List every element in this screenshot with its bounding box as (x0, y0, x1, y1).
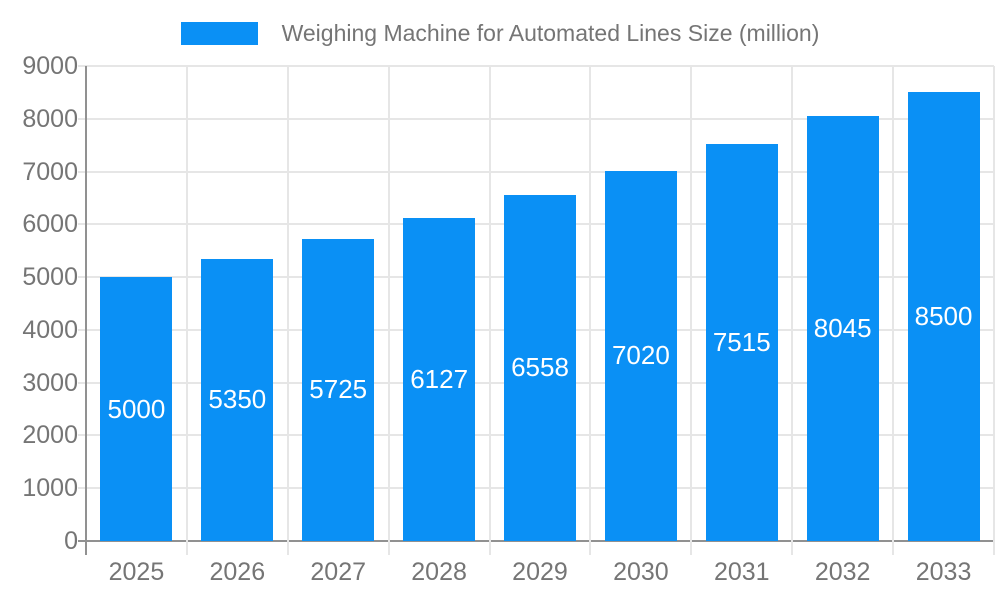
y-axis-tick-label: 5000 (22, 263, 78, 292)
v-gridline (488, 66, 491, 555)
bar: 8500 (907, 92, 980, 541)
v-gridline (286, 66, 289, 555)
v-gridline (892, 66, 895, 555)
x-axis-tick-label: 2033 (915, 558, 972, 586)
x-axis-tick-label: 2032 (814, 558, 871, 586)
v-gridline (185, 66, 188, 555)
x-axis-tick-label: 2031 (713, 558, 770, 586)
x-axis-tick-label: 2029 (512, 558, 568, 586)
v-gridline (690, 66, 693, 555)
v-gridline (589, 66, 592, 555)
bar-value-label: 5000 (107, 393, 166, 424)
y-axis-tick-label: 2000 (22, 421, 78, 450)
y-axis-tick-label: 0 (64, 527, 78, 555)
bar: 7020 (604, 170, 677, 541)
bar: 7515 (705, 144, 778, 541)
bar: 5000 (100, 277, 173, 541)
y-axis-tick-label: 1000 (22, 474, 78, 503)
bar-value-label: 6127 (410, 363, 469, 394)
x-axis-tick-label: 2027 (310, 558, 367, 586)
bar-value-label: 5350 (208, 384, 267, 415)
chart-legend[interactable]: Weighing Machine for Automated Lines Siz… (0, 20, 1000, 47)
x-axis-tick-label: 2026 (209, 558, 266, 586)
bar-value-label: 7515 (712, 327, 771, 358)
bar-value-label: 5725 (309, 374, 368, 405)
x-axis-tick-label: 2028 (411, 558, 467, 586)
bar: 5725 (302, 238, 375, 541)
y-axis-tick-label: 4000 (22, 315, 78, 344)
bar: 8045 (806, 116, 879, 541)
y-axis-tick-label: 6000 (22, 210, 78, 239)
y-axis-tick-label: 8000 (22, 104, 78, 133)
bar: 5350 (201, 258, 274, 541)
x-axis-line (78, 540, 994, 542)
legend-swatch (180, 22, 258, 45)
bar-value-label: 8045 (813, 313, 872, 344)
v-gridline (993, 66, 995, 555)
bar: 6127 (403, 217, 476, 541)
x-axis-tick-label: 2030 (613, 558, 669, 586)
y-axis-tick-label: 3000 (22, 368, 78, 397)
h-gridline (78, 117, 994, 120)
bar-value-label: 7020 (611, 340, 670, 371)
h-gridline (78, 65, 994, 67)
y-axis-line (85, 66, 87, 555)
v-gridline (387, 66, 390, 555)
bar-value-label: 6558 (511, 352, 569, 383)
bar-value-label: 8500 (914, 301, 973, 332)
chart-title: Weighing Machine for Automated Lines Siz… (281, 20, 820, 46)
y-axis-tick-label: 9000 (22, 52, 78, 80)
v-gridline (791, 66, 794, 555)
y-axis-tick-label: 7000 (22, 157, 78, 186)
bar: 6558 (504, 194, 576, 541)
x-axis-tick-label: 2025 (108, 558, 165, 586)
h-gridline (78, 170, 994, 173)
